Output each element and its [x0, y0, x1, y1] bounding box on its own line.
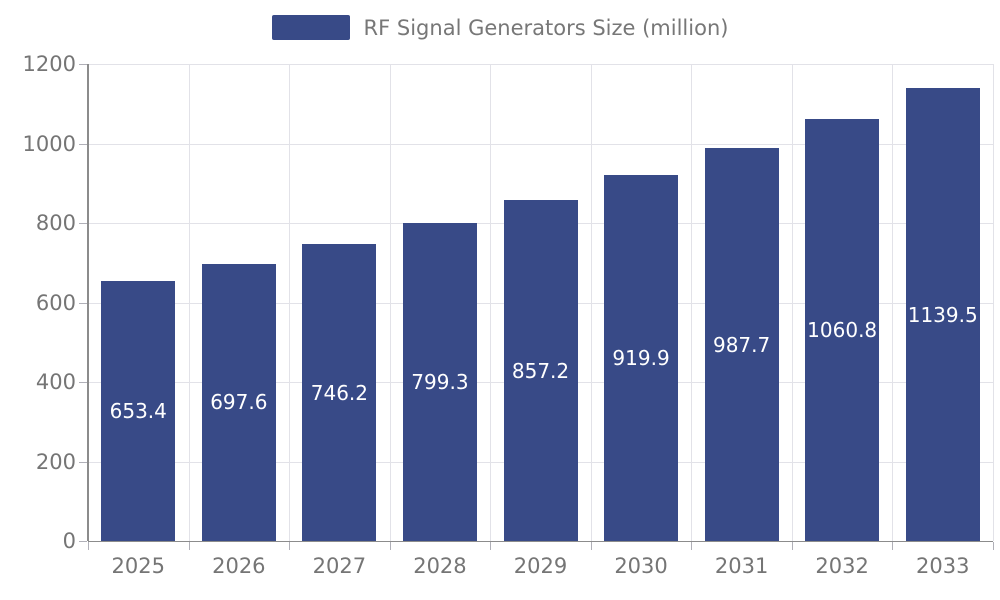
- x-axis-tick-label: 2033: [915, 554, 970, 578]
- x-axis-tick-label: 2032: [815, 554, 869, 578]
- x-gridline: [590, 64, 592, 541]
- x-gridline: [389, 64, 391, 541]
- bar-value-label: 857.2: [511, 358, 570, 383]
- bar-value-label: 919.9: [612, 346, 670, 371]
- x-gridline: [289, 64, 291, 541]
- x-axis-tick: [490, 542, 492, 550]
- y-gridline: [88, 64, 993, 65]
- x-gridline: [691, 64, 693, 541]
- bar-value-label: 799.3: [411, 370, 469, 395]
- x-axis-tick-label: 2028: [413, 554, 467, 578]
- x-axis-line: [88, 540, 993, 542]
- plot-area: 0 200 400 600 800 1000 1200 653.4 2025 697.6 2026 7…: [23, 52, 994, 578]
- x-axis-tick: [188, 542, 190, 550]
- y-axis-tick: [79, 143, 87, 145]
- x-axis-tick-label: 2026: [212, 554, 266, 578]
- y-axis-tick: [79, 223, 87, 224]
- y-axis-tick-label: 1200: [22, 52, 76, 76]
- legend[interactable]: RF Signal Generators Size (million): [0, 15, 1000, 40]
- y-axis-line: [87, 64, 89, 541]
- bar-value-label: 653.4: [109, 399, 167, 424]
- y-axis-tick-label: 400: [35, 370, 76, 394]
- bar[interactable]: 857.2: [503, 200, 578, 541]
- x-axis-tick-label: 2029: [513, 554, 568, 578]
- y-axis-tick-label: 800: [35, 211, 76, 235]
- x-axis-tick-label: 2031: [714, 554, 769, 578]
- legend-swatch: [271, 15, 350, 40]
- bar-value-label: 987.7: [712, 332, 771, 357]
- bar-value-label: 1060.8: [807, 318, 878, 343]
- x-axis-tick: [289, 542, 291, 550]
- y-axis-tick: [79, 382, 87, 383]
- x-axis-tick-label: 2030: [614, 554, 668, 578]
- x-axis-tick-label: 2025: [111, 554, 165, 578]
- y-axis-tick-label: 200: [35, 449, 76, 474]
- x-axis-tick: [88, 542, 89, 550]
- y-axis-tick: [79, 64, 87, 65]
- x-axis-tick: [993, 542, 994, 550]
- x-axis-tick: [389, 542, 391, 550]
- x-gridline: [490, 64, 492, 541]
- y-gridline: [88, 143, 993, 145]
- y-axis-tick-label: 1000: [22, 131, 76, 156]
- bar[interactable]: 697.6: [201, 263, 276, 541]
- y-axis-tick: [79, 541, 87, 542]
- bar[interactable]: 746.2: [302, 244, 377, 541]
- bar[interactable]: 653.4: [101, 281, 176, 541]
- y-axis-tick-label: 600: [35, 290, 76, 315]
- bar[interactable]: 1060.8: [805, 119, 880, 541]
- x-gridline: [993, 64, 994, 541]
- y-axis-tick: [79, 461, 87, 463]
- x-axis-tick: [691, 542, 693, 550]
- x-axis-tick-label: 2027: [312, 554, 367, 578]
- legend-label: RF Signal Generators Size (million): [363, 15, 729, 40]
- x-axis-tick: [590, 542, 592, 550]
- x-axis-tick: [892, 542, 894, 550]
- bar[interactable]: 1139.5: [905, 88, 980, 541]
- x-gridline: [188, 64, 190, 541]
- bar-value-label: 746.2: [310, 380, 369, 405]
- y-axis-tick: [79, 302, 87, 304]
- bar[interactable]: 987.7: [704, 148, 779, 541]
- bar-value-label: 1139.5: [907, 302, 978, 327]
- bar[interactable]: 919.9: [604, 175, 679, 541]
- x-gridline: [791, 64, 793, 541]
- x-gridline: [892, 64, 894, 541]
- x-axis-tick: [791, 542, 793, 550]
- bar[interactable]: 799.3: [402, 223, 477, 541]
- y-axis-tick-label: 0: [62, 529, 76, 553]
- bar-value-label: 697.6: [210, 390, 268, 415]
